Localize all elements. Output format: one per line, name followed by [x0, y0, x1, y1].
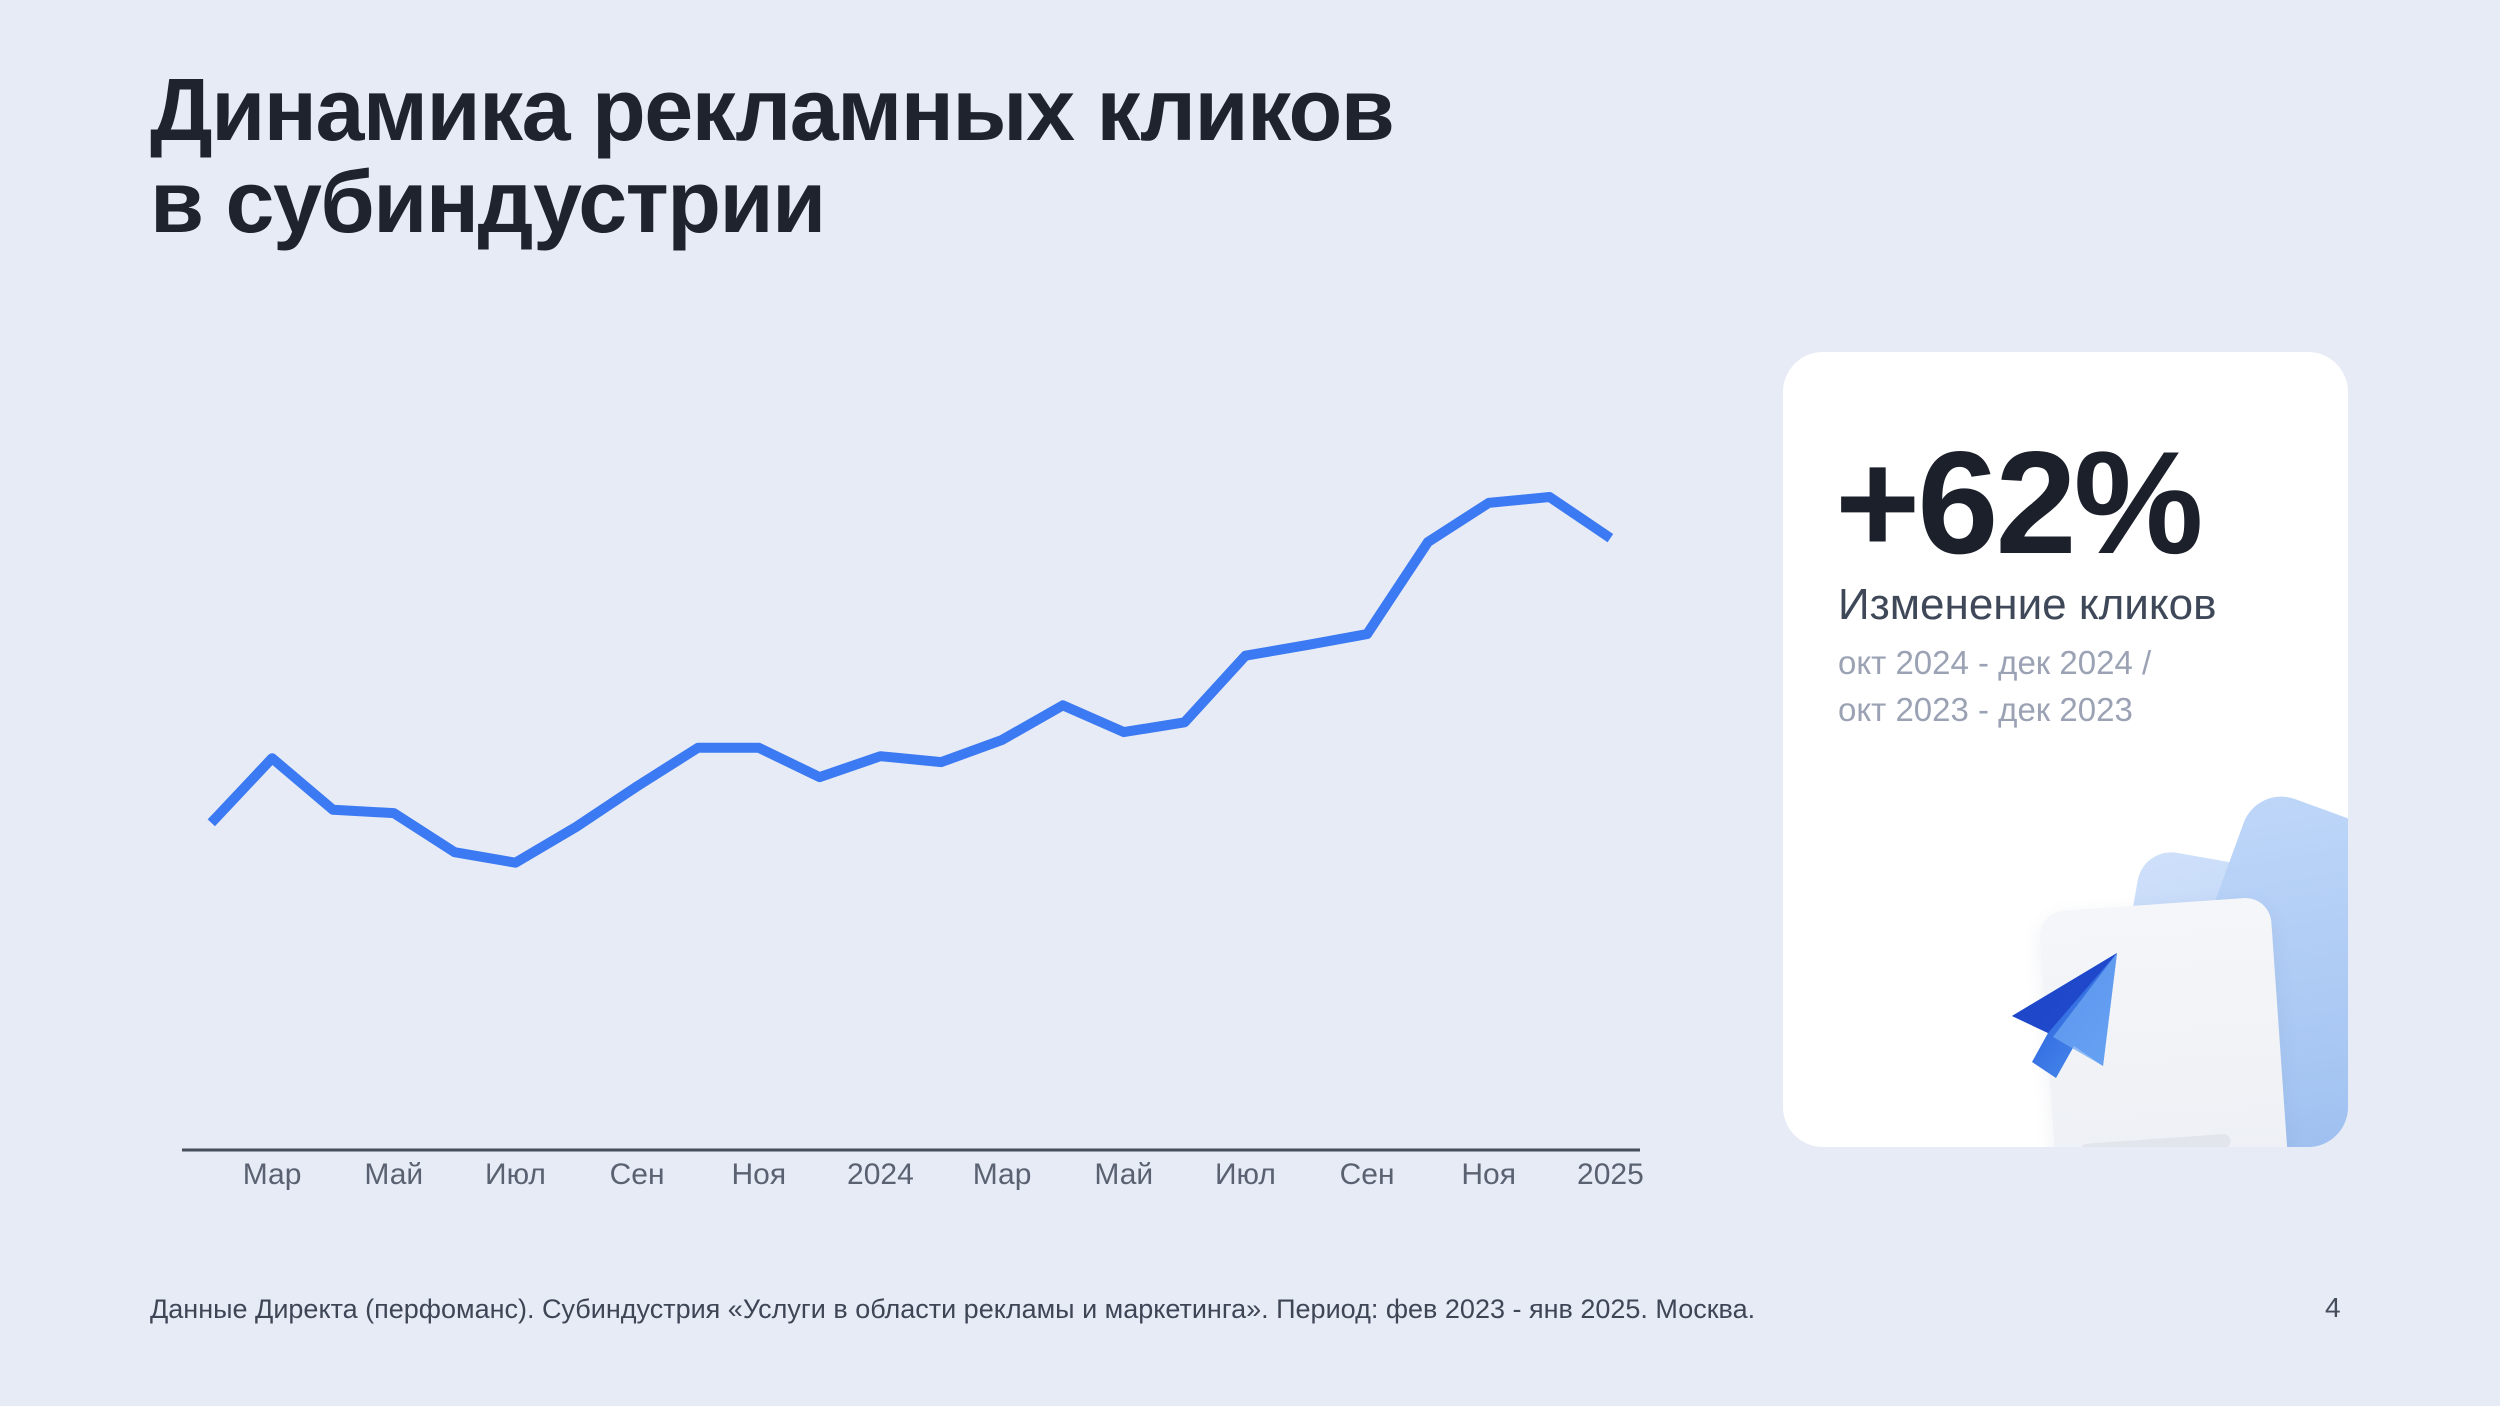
x-tick-label: Июл: [485, 1158, 546, 1191]
x-tick-label: Июл: [1215, 1158, 1276, 1191]
page-number: 4: [2325, 1292, 2341, 1323]
x-tick-label: Май: [364, 1158, 423, 1191]
x-tick-label: 2024: [847, 1158, 914, 1191]
page-title-line2: в субиндустрии: [150, 152, 826, 252]
x-tick-label: Мар: [973, 1158, 1032, 1191]
cursor-arrow-icon: [2012, 953, 2117, 1078]
x-tick-label: Мар: [243, 1158, 302, 1191]
x-tick-label: Ноя: [731, 1158, 786, 1191]
page-title: Динамика рекламных кликов в субиндустрии: [150, 63, 1395, 252]
x-tick-label: Сен: [1340, 1158, 1395, 1191]
x-tick-label: Май: [1094, 1158, 1153, 1191]
x-tick-label: 2025: [1577, 1158, 1644, 1191]
stat-period-line2: окт 2023 - дек 2023: [1838, 690, 2133, 728]
x-tick-label: Ноя: [1461, 1158, 1516, 1191]
page-title-line1: Динамика рекламных кликов: [150, 60, 1395, 159]
stat-label: Изменение кликов: [1838, 580, 2217, 629]
x-tick-label: Сен: [610, 1158, 665, 1191]
stat-period: окт 2024 - дек 2024 / окт 2023 - дек 202…: [1838, 640, 2151, 734]
footer-note: Данные Директа (перфоманс). Субиндустрия…: [150, 1294, 1756, 1324]
stat-period-line1: окт 2024 - дек 2024 /: [1838, 644, 2152, 681]
documents-cursor-illustration: [1783, 352, 2348, 1147]
document-text-line: [2080, 1133, 2231, 1147]
stat-card: +62% Изменение кликов окт 2024 - дек 202…: [1783, 352, 2348, 1147]
clicks-line-series: [207, 492, 1614, 868]
stat-value: +62%: [1835, 421, 2203, 584]
